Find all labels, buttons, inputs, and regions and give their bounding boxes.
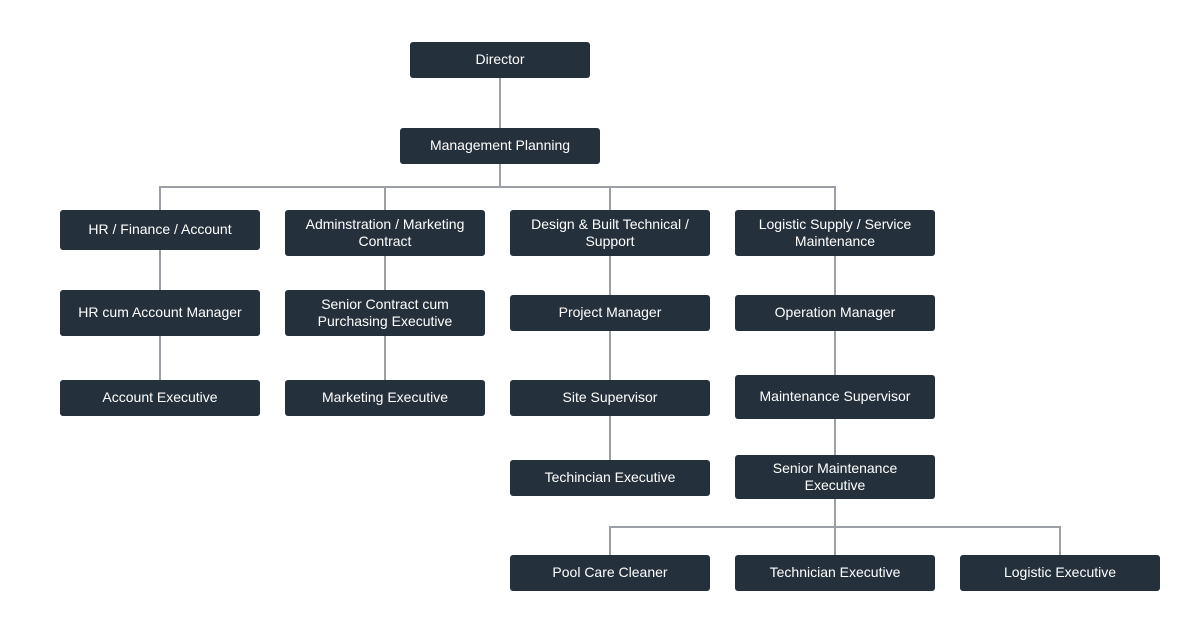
org-node-marketing-exec: Marketing Executive: [285, 380, 485, 416]
org-node-label: Site Supervisor: [563, 389, 658, 407]
org-node-logistic-head: Logistic Supply / Service Maintenance: [735, 210, 935, 256]
org-node-design-head: Design & Built Technical / Support: [510, 210, 710, 256]
org-node-label: HR cum Account Manager: [78, 304, 241, 322]
org-node-senior-contract: Senior Contract cum Purchasing Executive: [285, 290, 485, 336]
org-node-admin-head: Adminstration / Marketing Contract: [285, 210, 485, 256]
org-node-label: Adminstration / Marketing Contract: [295, 216, 475, 251]
org-node-tech-exec: Techincian Executive: [510, 460, 710, 496]
org-node-label: Director: [475, 51, 524, 69]
org-node-account-exec: Account Executive: [60, 380, 260, 416]
org-node-label: Senior Maintenance Executive: [745, 460, 925, 495]
org-node-label: Account Executive: [102, 389, 217, 407]
org-node-mgmt: Management Planning: [400, 128, 600, 164]
org-chart-stage: Director Management Planning HR / Finance …: [0, 0, 1200, 640]
org-node-label: Management Planning: [430, 137, 570, 155]
org-node-hr-mgr: HR cum Account Manager: [60, 290, 260, 336]
org-node-label: Logistic Supply / Service Maintenance: [745, 216, 925, 251]
org-node-director: Director: [410, 42, 590, 78]
org-node-label: Design & Built Technical / Support: [520, 216, 700, 251]
org-node-label: Maintenance Supervisor: [760, 388, 911, 406]
org-node-label: Marketing Executive: [322, 389, 448, 407]
org-node-maint-super: Maintenance Supervisor: [735, 375, 935, 419]
org-node-hr-head: HR / Finance / Account: [60, 210, 260, 250]
org-node-label: Technician Executive: [770, 564, 901, 582]
org-node-label: HR / Finance / Account: [88, 221, 231, 239]
org-node-tech-exec2: Technician Executive: [735, 555, 935, 591]
org-node-pool-care: Pool Care Cleaner: [510, 555, 710, 591]
org-node-label: Pool Care Cleaner: [552, 564, 667, 582]
org-node-project-mgr: Project Manager: [510, 295, 710, 331]
org-node-senior-maint: Senior Maintenance Executive: [735, 455, 935, 499]
org-node-label: Senior Contract cum Purchasing Executive: [295, 296, 475, 331]
org-node-label: Logistic Executive: [1004, 564, 1116, 582]
org-node-ops-mgr: Operation Manager: [735, 295, 935, 331]
org-node-label: Project Manager: [559, 304, 662, 322]
org-node-site-super: Site Supervisor: [510, 380, 710, 416]
org-node-label: Operation Manager: [775, 304, 896, 322]
org-node-label: Techincian Executive: [545, 469, 676, 487]
org-node-logistic-exec: Logistic Executive: [960, 555, 1160, 591]
